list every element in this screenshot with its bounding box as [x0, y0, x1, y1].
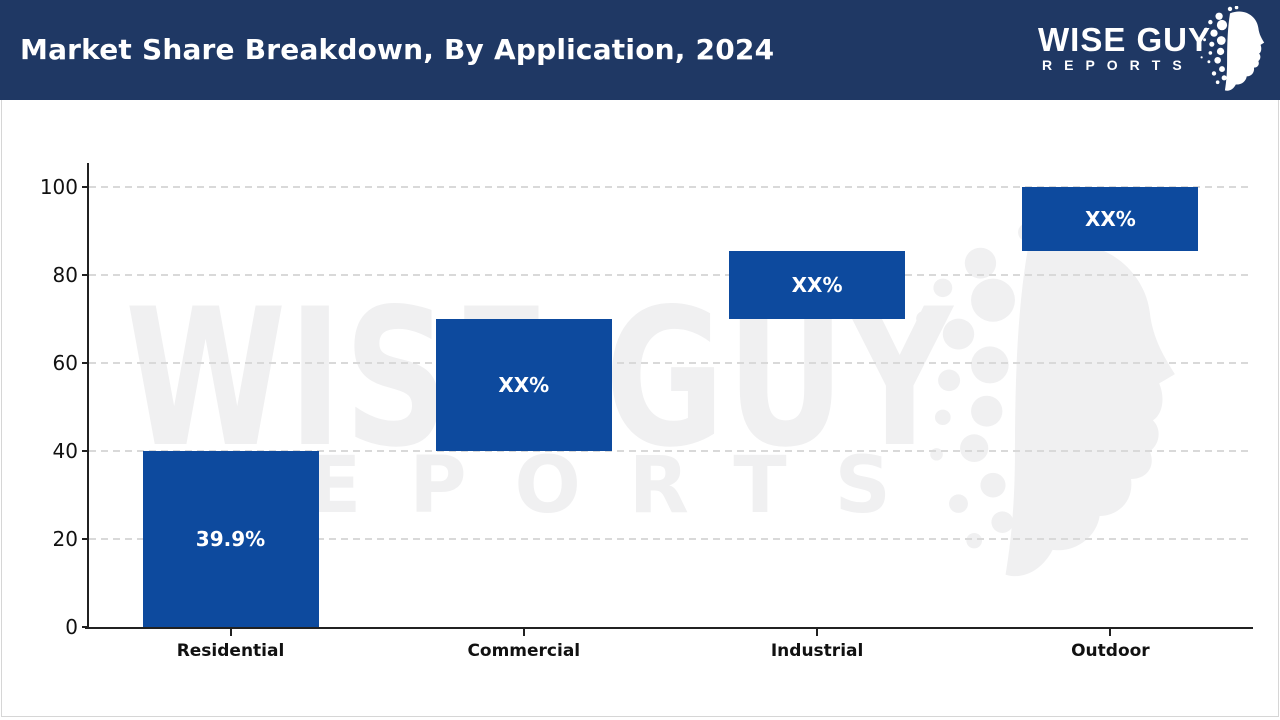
- gridline-60: [89, 362, 1253, 364]
- logo-subtext: REPORTS: [1042, 57, 1194, 73]
- x-axis-line: [85, 627, 1253, 629]
- y-tick-100: [82, 186, 89, 188]
- gridline-20: [89, 538, 1253, 540]
- chart-canvas: WISE GUY REPORTS 0 20 40 60 80 100 39.9% Reside…: [0, 100, 1280, 717]
- wise-guy-reports-logo: WISE GUY REPORTS: [1024, 0, 1272, 100]
- category-label-outdoor: Outdoor: [1071, 641, 1150, 661]
- chart-title: Market Share Breakdown, By Application, …: [20, 33, 775, 66]
- bar-outdoor: XX%: [1022, 187, 1199, 251]
- bar-residential: 39.9%: [142, 451, 319, 627]
- bar-industrial: XX%: [729, 250, 906, 319]
- y-tick-label-40: 40: [52, 439, 78, 463]
- category-label-industrial: Industrial: [770, 641, 864, 661]
- y-tick-20: [82, 538, 89, 540]
- watermark-face-icon: [911, 220, 1175, 577]
- y-axis-line: [87, 163, 89, 629]
- logo-wordmark: WISE GUY: [1038, 21, 1212, 58]
- bar-commercial: XX%: [435, 319, 612, 452]
- bar-value-label: XX%: [1084, 206, 1136, 231]
- y-tick-label-60: 60: [52, 351, 78, 375]
- y-tick-label-20: 20: [52, 527, 78, 551]
- y-tick-60: [82, 362, 89, 364]
- y-tick-label-0: 0: [65, 615, 78, 639]
- gridline-100: [89, 186, 1253, 188]
- category-label-commercial: Commercial: [467, 641, 581, 661]
- dotted-face-profile-icon: [1199, 6, 1265, 91]
- bar-value-label: XX%: [498, 373, 550, 398]
- y-tick-label-80: 80: [52, 263, 78, 287]
- header-bar: Market Share Breakdown, By Application, …: [0, 0, 1280, 100]
- category-label-residential: Residential: [176, 641, 285, 661]
- y-tick-label-100: 100: [39, 175, 78, 199]
- y-tick-40: [82, 450, 89, 452]
- gridline-40: [89, 450, 1253, 452]
- x-tick-outdoor: [1109, 629, 1112, 636]
- x-tick-industrial: [816, 629, 819, 636]
- bar-value-label: 39.9%: [195, 527, 266, 552]
- gridline-80: [89, 274, 1253, 276]
- plot-area: 0 20 40 60 80 100 39.9% Residential XX% Commercia…: [0, 100, 1280, 717]
- bar-value-label: XX%: [791, 272, 843, 297]
- y-tick-80: [82, 274, 89, 276]
- x-tick-commercial: [522, 629, 525, 636]
- x-tick-residential: [229, 629, 232, 636]
